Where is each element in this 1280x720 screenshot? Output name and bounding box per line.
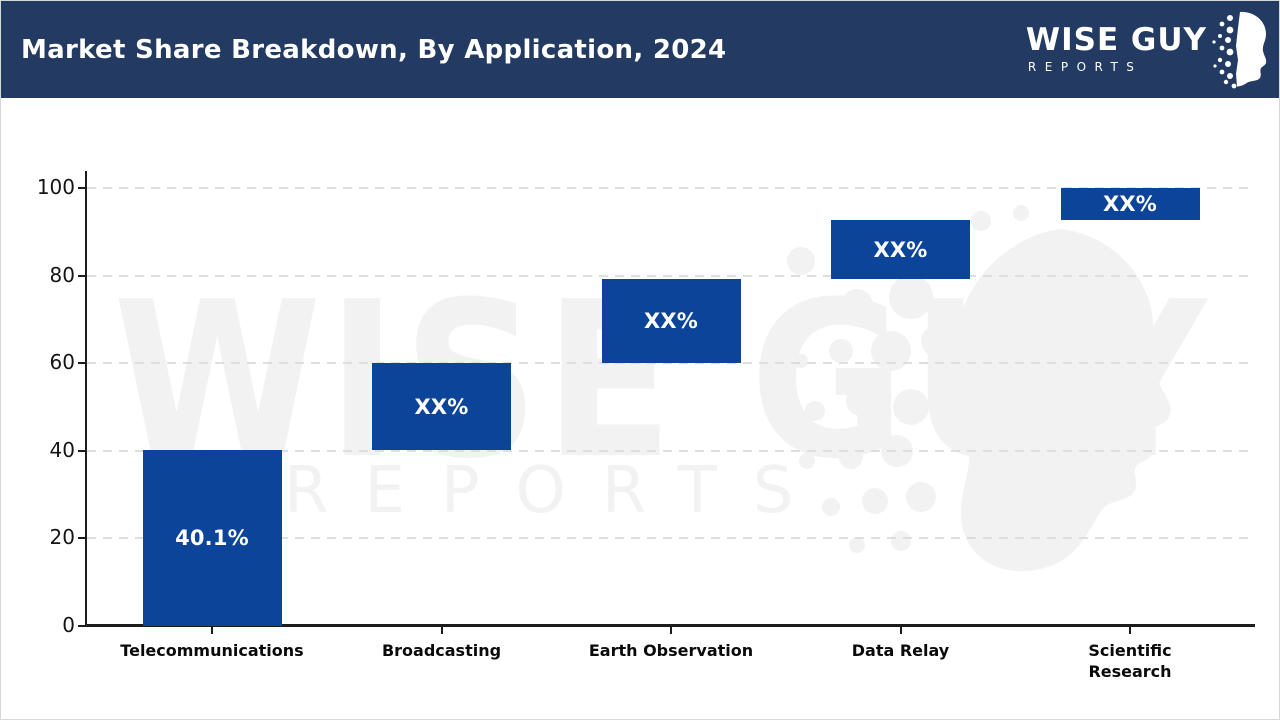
x-tick-1 bbox=[211, 627, 213, 634]
x-tick-4 bbox=[899, 627, 902, 634]
y-tick-60 bbox=[78, 362, 85, 365]
bar-value-label: XX% bbox=[643, 308, 699, 333]
bar-value-label: XX% bbox=[414, 394, 469, 419]
bar-value-label: XX% bbox=[1102, 191, 1158, 216]
y-tick-40 bbox=[78, 449, 85, 452]
y-axis-line bbox=[85, 171, 87, 627]
bar-data-relay: XX% bbox=[831, 219, 970, 280]
x-category-label: Broadcasting bbox=[322, 640, 562, 661]
y-tick-label: 0 bbox=[62, 613, 75, 637]
y-tick-80 bbox=[78, 274, 85, 277]
bar-value-label: 40.1% bbox=[175, 526, 249, 551]
x-tick-5 bbox=[1129, 627, 1131, 634]
y-tick-100 bbox=[78, 187, 85, 189]
bar-scientific-research: XX% bbox=[1060, 188, 1200, 220]
y-tick-0 bbox=[78, 625, 85, 627]
x-category-label: Scientific Research bbox=[1010, 640, 1250, 682]
logo-wordmark: WISE GUY bbox=[1025, 22, 1207, 58]
x-category-label-line: Earth Observation bbox=[588, 641, 754, 660]
gridline-20 bbox=[87, 537, 1255, 540]
gridline-40 bbox=[87, 449, 1255, 452]
gridline-60 bbox=[87, 362, 1255, 365]
gridline-100 bbox=[87, 187, 1255, 189]
y-tick-20 bbox=[78, 537, 85, 540]
y-tick-label: 100 bbox=[36, 175, 75, 199]
x-category-label-line: Telecommunications bbox=[120, 641, 304, 660]
y-tick-label: 20 bbox=[49, 525, 75, 550]
bar-telecommunications: 40.1% bbox=[142, 450, 282, 626]
bar-earth-observation: XX% bbox=[601, 279, 741, 363]
watermark-subtext: REPORTS bbox=[284, 454, 830, 528]
bar-value-label: XX% bbox=[873, 237, 928, 262]
y-tick-label: 60 bbox=[49, 350, 75, 375]
logo-text: WISE GUY REPORTS bbox=[1025, 22, 1207, 75]
x-category-label: Data Relay bbox=[781, 640, 1021, 661]
x-category-label-line: Data Relay bbox=[851, 641, 950, 660]
x-tick-3 bbox=[670, 627, 672, 634]
logo-subtext: REPORTS bbox=[1027, 60, 1143, 74]
y-tick-label: 80 bbox=[49, 262, 75, 287]
x-category-label-line: Research bbox=[1088, 662, 1172, 681]
x-tick-2 bbox=[440, 627, 443, 634]
x-category-label: Earth Observation bbox=[551, 640, 791, 661]
y-tick-label: 40 bbox=[49, 437, 75, 462]
logo-face-icon bbox=[1212, 11, 1267, 88]
bar-broadcasting: XX% bbox=[372, 362, 511, 451]
header: Market Share Breakdown, By Application, … bbox=[1, 1, 1279, 98]
gridline-80 bbox=[87, 274, 1255, 277]
x-category-label-line: Scientific bbox=[1088, 641, 1172, 660]
wiseguy-logo: WISE GUY REPORTS bbox=[1026, 8, 1271, 92]
x-category-label-line: Broadcasting bbox=[381, 641, 502, 660]
x-axis-line bbox=[85, 624, 1255, 627]
watermark-face-icon bbox=[787, 205, 1171, 572]
chart-title: Market Share Breakdown, By Application, … bbox=[21, 34, 727, 65]
x-category-label: Telecommunications bbox=[92, 640, 332, 661]
